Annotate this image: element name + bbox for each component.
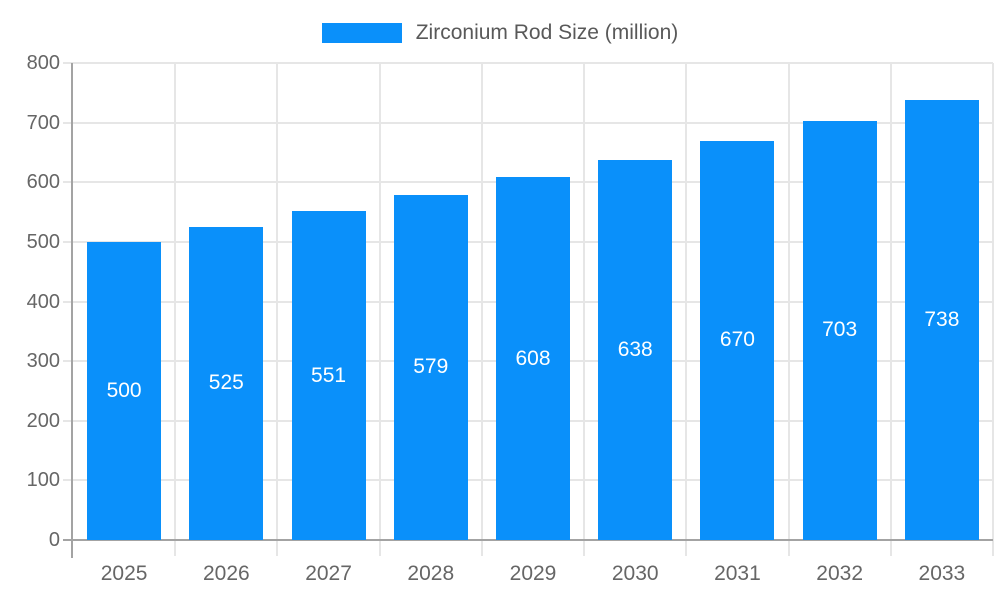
bar-value-label: 500 <box>106 378 142 402</box>
y-tick-label: 100 <box>26 469 60 492</box>
bar-value-label: 638 <box>617 337 653 361</box>
x-tick-label: 2032 <box>816 562 864 585</box>
y-tick-label: 400 <box>26 290 60 313</box>
x-axis-tick <box>378 540 381 556</box>
y-axis-tick <box>63 121 73 124</box>
y-axis-tick <box>63 300 73 303</box>
bar[interactable] <box>87 241 162 540</box>
y-axis-tick <box>63 360 73 363</box>
y-axis-tick <box>63 419 73 422</box>
bar-value-label: 608 <box>515 346 551 370</box>
legend-label: Zirconium Rod Size (million) <box>415 21 679 44</box>
v-gridline <box>889 63 892 540</box>
bar[interactable] <box>802 120 877 540</box>
bar-value-label: 703 <box>822 318 858 342</box>
x-tick-label: 2027 <box>305 562 352 585</box>
x-axis-tick <box>787 540 790 556</box>
v-gridline <box>378 63 381 540</box>
y-axis-tick <box>63 181 73 184</box>
x-tick-label: 2031 <box>714 562 761 585</box>
x-tick-label: 2028 <box>407 562 455 585</box>
x-axis-tick <box>174 540 177 556</box>
v-gridline <box>992 63 994 540</box>
y-axis-tick <box>63 479 73 482</box>
v-gridline <box>480 63 483 540</box>
h-gridline <box>73 62 993 64</box>
x-tick-label: 2030 <box>611 562 659 585</box>
x-axis-tick <box>276 540 279 556</box>
y-tick-label: 200 <box>26 409 60 432</box>
bar[interactable] <box>189 226 264 540</box>
y-tick-label: 300 <box>26 350 60 373</box>
bar-value-label: 579 <box>413 355 449 379</box>
bar[interactable] <box>598 159 673 540</box>
x-tick-label: 2026 <box>202 562 250 585</box>
y-tick-label: 800 <box>26 52 60 74</box>
bar[interactable] <box>904 99 979 540</box>
y-tick-label: 600 <box>26 171 60 194</box>
y-tick-label: 500 <box>26 230 60 253</box>
y-axis-tick <box>63 240 73 243</box>
bar-value-label: 670 <box>719 328 755 352</box>
bar-value-label: 738 <box>924 307 960 331</box>
bar[interactable] <box>393 194 468 540</box>
x-axis-tick <box>583 540 586 556</box>
legend-swatch-icon <box>321 23 402 43</box>
bar[interactable] <box>496 177 570 540</box>
v-gridline <box>583 63 586 540</box>
x-axis-tick <box>889 540 892 556</box>
x-tick-label: 2029 <box>509 562 557 585</box>
bar-value-label: 551 <box>311 363 347 387</box>
bar[interactable] <box>700 140 775 540</box>
x-axis-tick <box>480 540 483 556</box>
v-gridline <box>174 63 177 540</box>
bar-value-label: 525 <box>208 371 244 395</box>
x-tick-label: 2025 <box>100 562 148 585</box>
h-gridline <box>73 121 993 124</box>
v-gridline <box>276 63 279 540</box>
x-axis-tick <box>685 540 688 556</box>
y-axis-tick <box>63 62 73 64</box>
v-gridline <box>787 63 790 540</box>
x-axis-tick <box>992 540 994 556</box>
v-gridline <box>685 63 688 540</box>
x-axis-line <box>63 539 993 541</box>
y-tick-label: 0 <box>48 529 60 551</box>
x-tick-label: 2033 <box>918 562 966 585</box>
y-tick-label: 700 <box>26 111 60 134</box>
y-axis-line <box>71 63 73 558</box>
bar[interactable] <box>291 211 366 540</box>
chart-legend[interactable]: Zirconium Rod Size (million) <box>0 18 1000 48</box>
